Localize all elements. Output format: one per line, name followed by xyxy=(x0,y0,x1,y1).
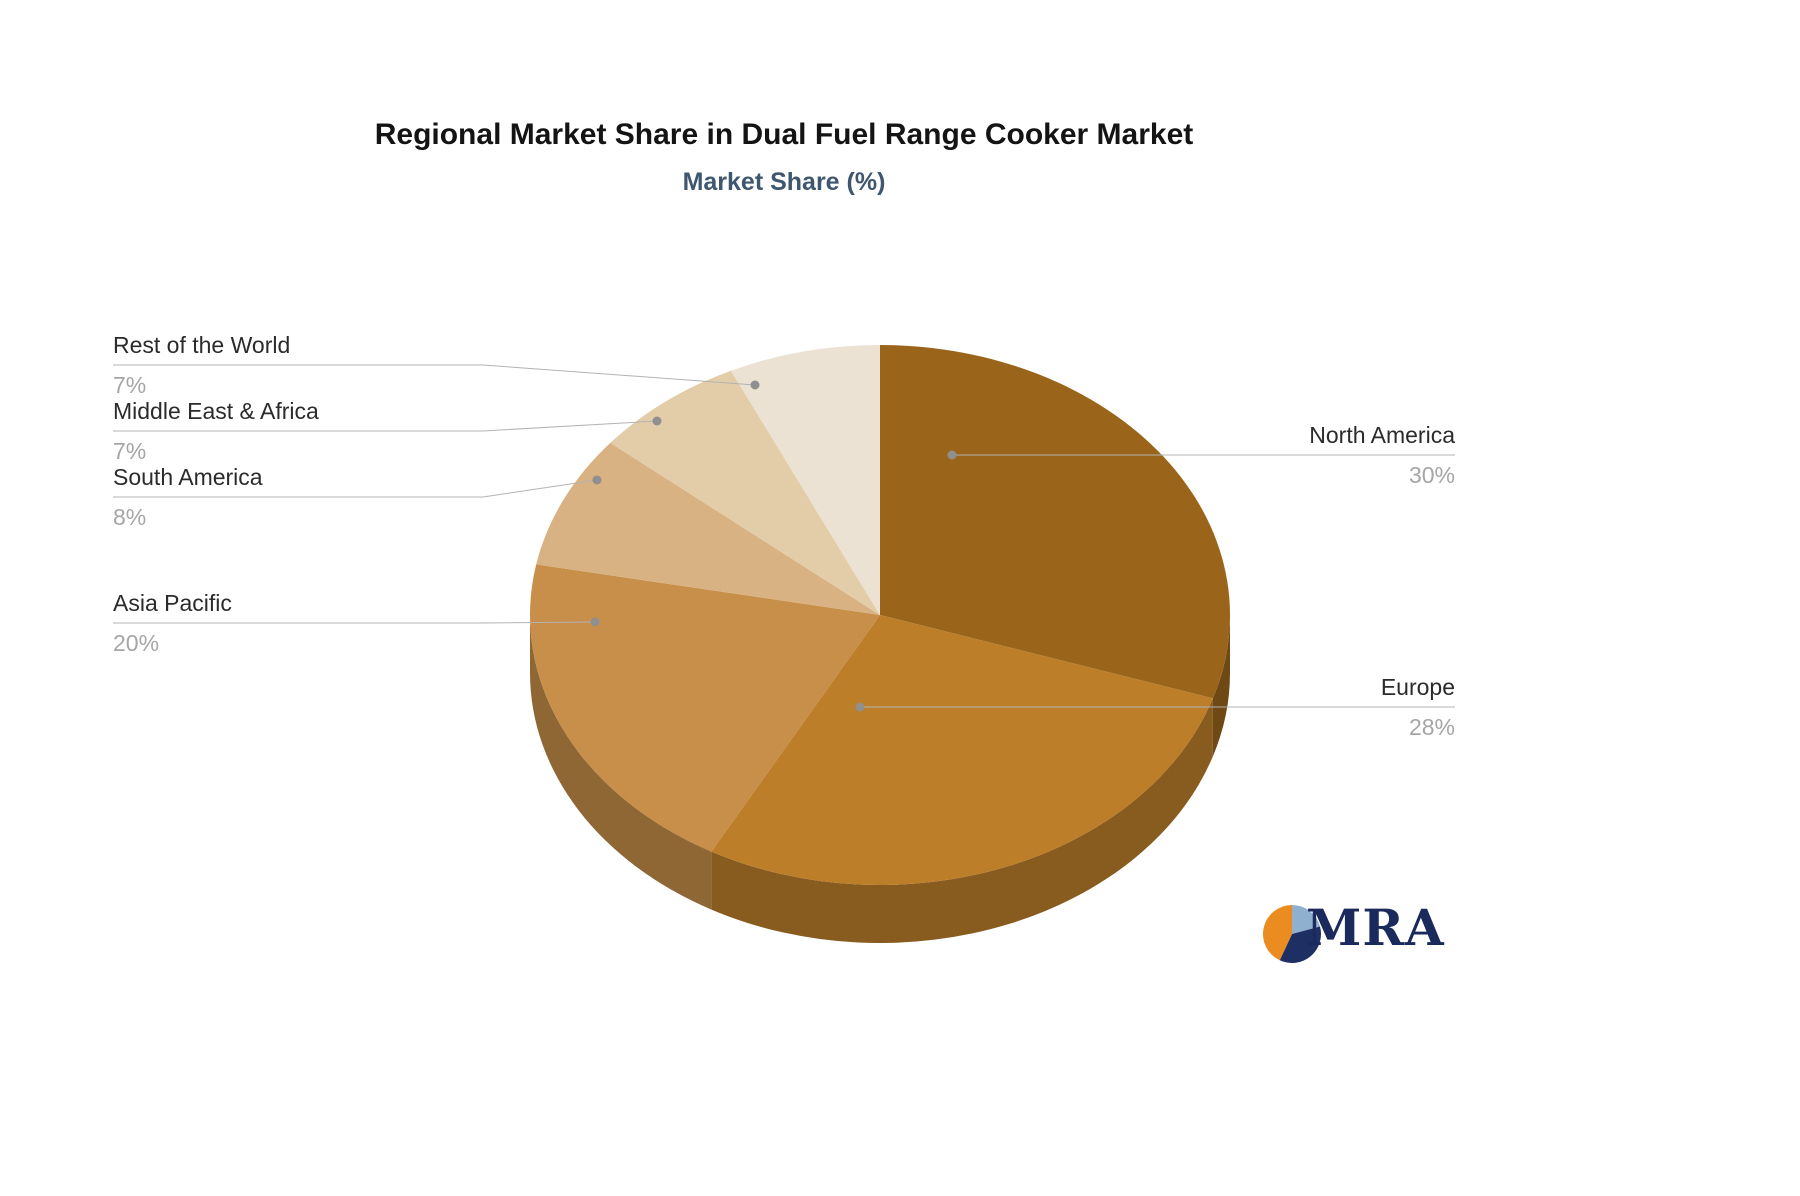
connector-dot-north-america xyxy=(947,450,957,460)
logo-wedge-navy-icon xyxy=(1279,926,1321,964)
pie-slice-europe xyxy=(711,615,1213,885)
pie-side-europe xyxy=(711,698,1213,943)
slice-label-asia-pacific: Asia Pacific xyxy=(113,590,232,616)
connector-middle-east-africa xyxy=(113,420,658,432)
connector-dot-europe xyxy=(855,702,865,712)
slice-label-europe: Europe xyxy=(1380,674,1455,700)
slice-percent-asia-pacific: 20% xyxy=(113,630,160,656)
slice-label-rest-of-the-world: Rest of the World xyxy=(113,332,291,358)
chart-subtitle: Market Share (%) xyxy=(682,168,886,196)
connector-dot-asia-pacific xyxy=(590,617,600,627)
pie-slice-middle-east-africa xyxy=(610,370,880,615)
slice-label-north-america: North America xyxy=(1309,422,1455,448)
pie-slice-south-america xyxy=(536,442,880,615)
slice-label-south-america: South America xyxy=(113,464,263,490)
pie-slice-north-america xyxy=(880,345,1230,699)
slice-percent-north-america: 30% xyxy=(1408,462,1455,488)
connector-dot-south-america xyxy=(592,475,602,485)
chart-title: Regional Market Share in Dual Fuel Range… xyxy=(374,118,1194,151)
slice-percent-europe: 28% xyxy=(1408,714,1455,740)
slice-label-middle-east-africa: Middle East & Africa xyxy=(113,398,319,424)
logo-wedge-orange-icon xyxy=(1263,905,1292,961)
pie-slice-asia-pacific xyxy=(530,564,880,852)
slice-percent-south-america: 8% xyxy=(113,504,147,530)
slice-percent-middle-east-africa: 7% xyxy=(113,438,147,464)
connector-south-america xyxy=(113,479,598,498)
connector-dot-middle-east-africa xyxy=(652,416,662,426)
connector-asia-pacific xyxy=(113,621,596,624)
pie-side-asia-pacific xyxy=(530,615,712,910)
slice-percent-rest-of-the-world: 7% xyxy=(113,372,147,398)
pie-side-north-america xyxy=(1212,615,1230,757)
connector-dot-rest-of-the-world xyxy=(750,380,760,390)
logo-text: MRA xyxy=(1306,898,1445,957)
pie-slice-rest-of-the-world xyxy=(730,345,880,615)
logo-wedge-lightblue-icon xyxy=(1292,905,1321,934)
connector-rest-of-the-world xyxy=(113,364,756,386)
